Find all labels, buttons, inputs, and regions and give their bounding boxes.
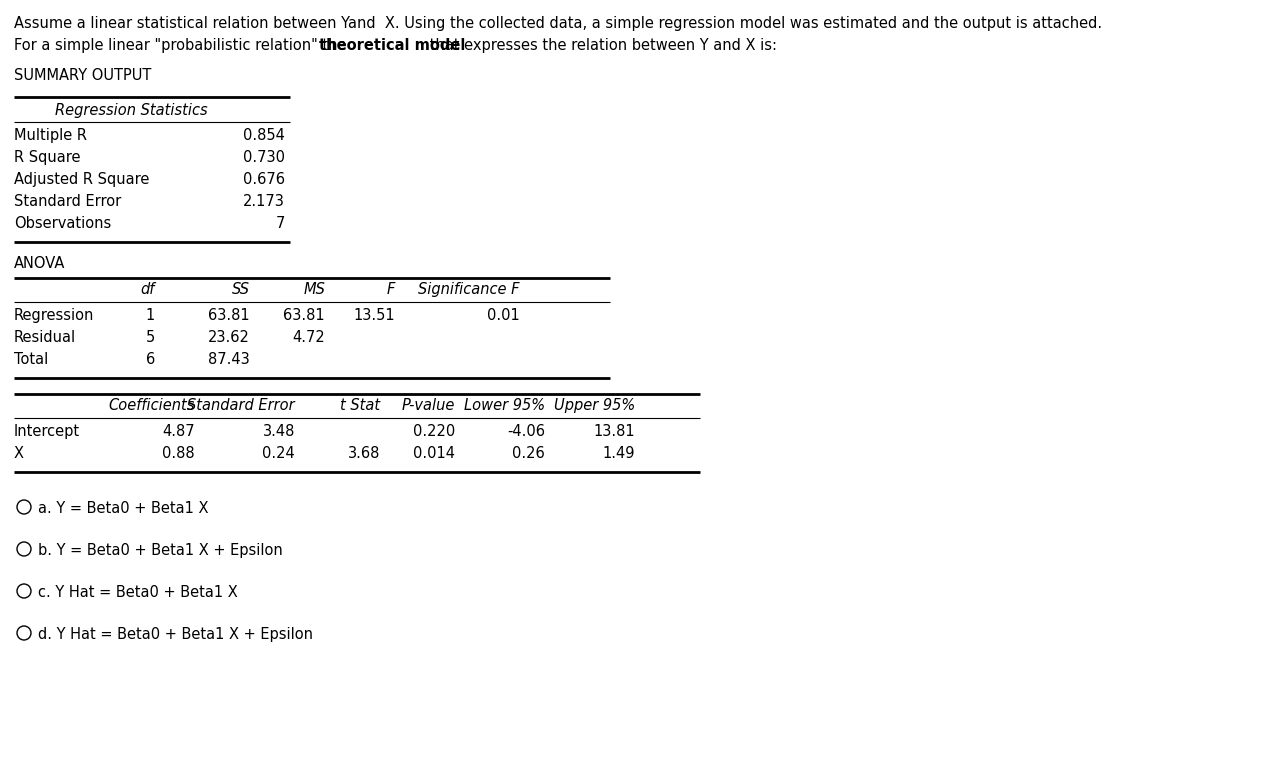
Text: 0.854: 0.854 <box>243 128 285 143</box>
Text: Upper 95%: Upper 95% <box>554 398 635 413</box>
Text: Standard Error: Standard Error <box>187 398 294 413</box>
Text: t Stat: t Stat <box>340 398 380 413</box>
Text: d. Y Hat = Beta0 + Beta1 X + Epsilon: d. Y Hat = Beta0 + Beta1 X + Epsilon <box>38 627 314 642</box>
Text: 63.81: 63.81 <box>283 308 325 323</box>
Text: Multiple R: Multiple R <box>14 128 87 143</box>
Text: 63.81: 63.81 <box>209 308 250 323</box>
Text: X: X <box>14 446 24 461</box>
Text: R Square: R Square <box>14 150 81 165</box>
Text: Significance F: Significance F <box>419 282 520 297</box>
Text: 5: 5 <box>146 330 155 345</box>
Text: Residual: Residual <box>14 330 76 345</box>
Text: Observations: Observations <box>14 216 111 231</box>
Text: a. Y = Beta0 + Beta1 X: a. Y = Beta0 + Beta1 X <box>38 501 209 516</box>
Text: 4.87: 4.87 <box>163 424 195 439</box>
Text: 3.48: 3.48 <box>262 424 294 439</box>
Text: theoretical model: theoretical model <box>319 38 465 53</box>
Text: 0.88: 0.88 <box>163 446 195 461</box>
Text: c. Y Hat = Beta0 + Beta1 X: c. Y Hat = Beta0 + Beta1 X <box>38 585 238 600</box>
Text: F: F <box>387 282 396 297</box>
Text: -4.06: -4.06 <box>507 424 545 439</box>
Text: P-value: P-value <box>402 398 454 413</box>
Text: 13.81: 13.81 <box>594 424 635 439</box>
Text: 0.730: 0.730 <box>243 150 285 165</box>
Text: SUMMARY OUTPUT: SUMMARY OUTPUT <box>14 68 151 83</box>
Text: 3.68: 3.68 <box>348 446 380 461</box>
Text: 4.72: 4.72 <box>292 330 325 345</box>
Text: Adjusted R Square: Adjusted R Square <box>14 172 150 187</box>
Text: Assume a linear statistical relation between Yand  X. Using the collected data, : Assume a linear statistical relation bet… <box>14 16 1102 31</box>
Text: 0.24: 0.24 <box>262 446 294 461</box>
Text: 1.49: 1.49 <box>603 446 635 461</box>
Text: 23.62: 23.62 <box>209 330 250 345</box>
Text: 2.173: 2.173 <box>243 194 285 209</box>
Text: Total: Total <box>14 352 49 367</box>
Text: Lower 95%: Lower 95% <box>463 398 545 413</box>
Text: Standard Error: Standard Error <box>14 194 122 209</box>
Text: 0.01: 0.01 <box>488 308 520 323</box>
Text: Coefficients: Coefficients <box>109 398 195 413</box>
Text: MS: MS <box>303 282 325 297</box>
Text: Regression Statistics: Regression Statistics <box>55 103 207 118</box>
Text: b. Y = Beta0 + Beta1 X + Epsilon: b. Y = Beta0 + Beta1 X + Epsilon <box>38 543 283 558</box>
Text: Intercept: Intercept <box>14 424 81 439</box>
Text: 0.676: 0.676 <box>243 172 285 187</box>
Text: that expresses the relation between Y and X is:: that expresses the relation between Y an… <box>425 38 777 53</box>
Text: 13.51: 13.51 <box>353 308 396 323</box>
Text: 87.43: 87.43 <box>209 352 250 367</box>
Text: SS: SS <box>232 282 250 297</box>
Text: For a simple linear "probabilistic relation" the: For a simple linear "probabilistic relat… <box>14 38 351 53</box>
Text: 6: 6 <box>146 352 155 367</box>
Text: 1: 1 <box>146 308 155 323</box>
Text: 7: 7 <box>275 216 285 231</box>
Text: 0.014: 0.014 <box>413 446 454 461</box>
Text: ANOVA: ANOVA <box>14 256 65 271</box>
Text: df: df <box>141 282 155 297</box>
Text: 0.220: 0.220 <box>412 424 454 439</box>
Text: 0.26: 0.26 <box>512 446 545 461</box>
Text: Regression: Regression <box>14 308 95 323</box>
